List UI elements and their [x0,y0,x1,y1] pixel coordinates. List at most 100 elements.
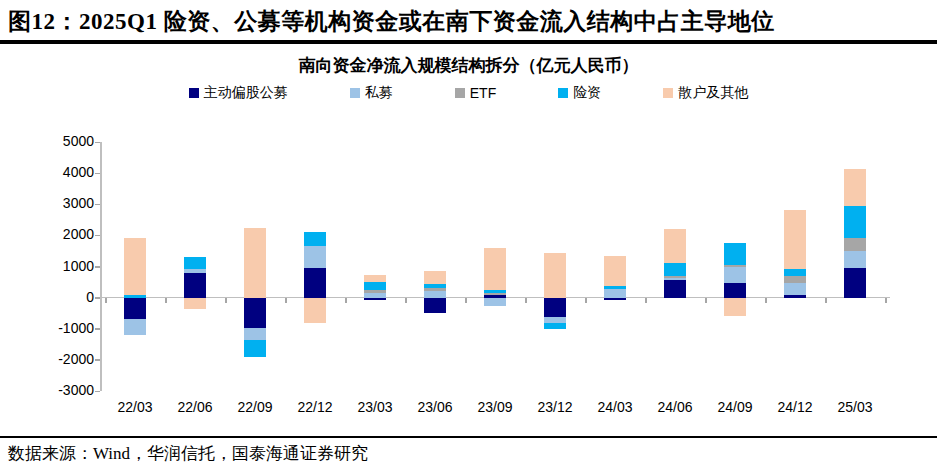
data-source: 数据来源：Wind，华润信托，国泰海通证券研究 [8,442,933,465]
x-axis-tick [405,298,407,303]
bar-segment [604,298,626,301]
bar-segment [724,265,746,268]
footer-divider [0,436,937,438]
bar-segment [664,276,686,278]
legend-label: 主动偏股公募 [204,84,288,102]
y-axis-tick [95,359,100,361]
legend-label: 散户及其他 [678,84,748,102]
bar-segment [784,269,806,275]
bar-segment [604,286,626,289]
x-axis-tick [465,298,467,303]
x-axis-tick [765,298,767,303]
bar-segment [724,283,746,298]
y-axis-tick [95,266,100,268]
y-axis-label: -1000 [34,320,94,336]
y-axis-label: 2000 [34,226,94,242]
legend-item: 主动偏股公募 [189,84,288,102]
bar-segment [424,291,446,297]
y-axis-tick [95,391,100,393]
x-axis-label: 23/12 [525,399,585,415]
bar-segment [844,251,866,268]
bar-segment [424,288,446,291]
legend-item: ETF [455,85,496,101]
y-axis-tick [95,235,100,237]
bar-segment [484,248,506,290]
x-axis-label: 24/12 [765,399,825,415]
bar-segment [664,278,686,280]
x-axis-tick [825,298,827,303]
bar-segment [724,298,746,317]
x-axis-tick [285,298,287,303]
x-axis-label: 22/03 [105,399,165,415]
x-axis-tick [705,298,707,303]
x-axis-tick [225,298,227,303]
bar-segment [844,169,866,207]
bar-segment [424,271,446,284]
x-axis-tick [585,298,587,303]
bar-segment [184,273,206,298]
bar-segment [424,284,446,288]
bar-segment [424,298,446,314]
bar-segment [664,229,686,263]
x-axis-tick [885,298,887,303]
x-axis-label: 23/06 [405,399,465,415]
bar-segment [664,280,686,297]
bar-segment [124,238,146,296]
y-axis-tick [95,328,100,330]
y-axis-label: -2000 [34,351,94,367]
x-axis-tick [105,298,107,303]
x-axis-label: 25/03 [825,399,885,415]
bar-segment [784,210,806,270]
bar-segment [544,253,566,298]
bar-segment [124,319,146,335]
x-axis-label: 23/03 [345,399,405,415]
legend-item: 险资 [558,84,601,102]
bar-segment [784,283,806,295]
legend-swatch-icon [558,88,568,98]
bar-segment [364,298,386,300]
y-axis-label: 4000 [34,164,94,180]
chart-legend: 主动偏股公募 私募 ETF 险资 散户及其他 [0,84,937,102]
bar-segment [364,275,386,281]
y-axis-label: -3000 [34,382,94,398]
legend-label: 险资 [573,84,601,102]
y-axis-tick [95,173,100,175]
x-axis-label: 24/09 [705,399,765,415]
x-axis-tick [345,298,347,303]
bar-segment [484,290,506,293]
bar-segment [364,282,386,291]
bar-segment [544,298,566,318]
bar-segment [664,263,686,276]
bar-segment [244,340,266,357]
y-axis-label: 3000 [34,195,94,211]
y-axis-label: 1000 [34,258,94,274]
x-axis-label: 22/09 [225,399,285,415]
bar-segment [244,228,266,297]
bar-segment [604,289,626,298]
bar-segment [304,232,326,246]
bar-segment [484,298,506,307]
bar-segment [844,238,866,250]
bar-segment [124,295,146,297]
legend-label: 私募 [365,84,393,102]
bar-segment [364,293,386,298]
x-axis-label: 23/09 [465,399,525,415]
figure-title: 图12：2025Q1 险资、公募等机构资金或在南下资金流入结构中占主导地位 [8,6,933,37]
bar-segment [304,268,326,298]
bar-segment [724,243,746,265]
bar-segment [304,298,326,323]
x-axis-label: 22/06 [165,399,225,415]
legend-swatch-icon [350,88,360,98]
y-axis-tick [95,204,100,206]
legend-label: ETF [470,85,496,101]
bar-segment [784,276,806,284]
title-divider [0,40,937,44]
y-axis-label: 5000 [34,133,94,149]
legend-swatch-icon [455,88,465,98]
bar-segment [124,298,146,320]
chart-title: 南向资金净流入规模结构拆分（亿元人民币） [0,54,937,77]
bar-segment [184,298,206,309]
x-axis-label: 24/06 [645,399,705,415]
bar-segment [244,328,266,340]
bar-segment [484,293,506,296]
